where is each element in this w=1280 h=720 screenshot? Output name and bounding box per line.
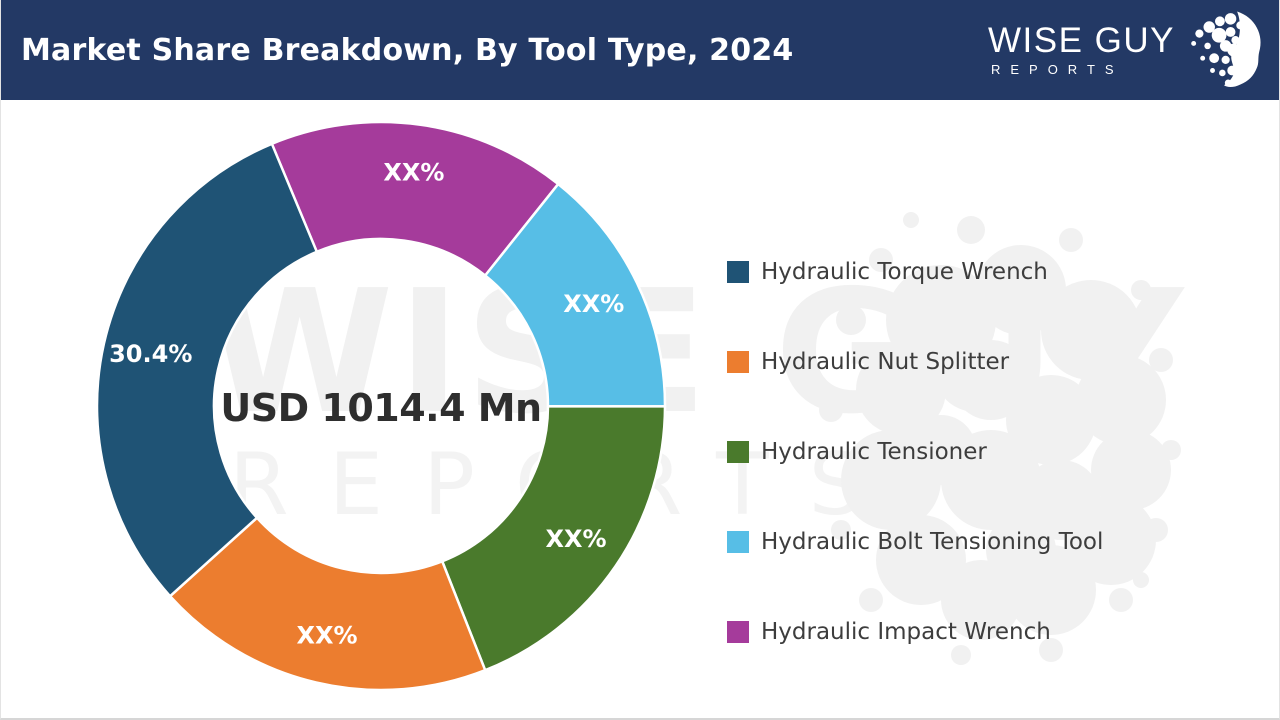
legend-label: Hydraulic Torque Wrench — [761, 259, 1048, 285]
logo-head-icon — [1191, 11, 1261, 88]
header-bar: Market Share Breakdown, By Tool Type, 20… — [1, 0, 1279, 100]
logo-reports-text: REPORTS — [990, 62, 1124, 77]
legend-swatch — [727, 621, 749, 643]
slice-value-label: XX% — [563, 290, 624, 318]
donut-slice — [483, 182, 667, 408]
slice-value-label: 30.4% — [109, 340, 192, 368]
page-title: Market Share Breakdown, By Tool Type, 20… — [21, 32, 794, 68]
legend-item: Hydraulic Bolt Tensioning Tool — [727, 527, 1103, 557]
legend-label: Hydraulic Tensioner — [761, 439, 987, 465]
donut-svg: XX% XX% XX% XX% 30.4% — [95, 120, 667, 692]
donut-slice — [441, 404, 667, 672]
donut-slice — [270, 120, 560, 277]
legend-label: Hydraulic Nut Splitter — [761, 349, 1010, 375]
legend-item: Hydraulic Impact Wrench — [727, 617, 1103, 647]
chart-center-value: USD 1014.4 Mn — [220, 386, 542, 430]
logo-text: WISE GUY REPORTS — [988, 23, 1175, 77]
logo-wiseguy-text: WISE GUY — [987, 21, 1175, 60]
legend-item: Hydraulic Torque Wrench — [727, 257, 1103, 287]
legend-swatch — [727, 261, 749, 283]
donut-slice — [168, 516, 487, 692]
legend-item: Hydraulic Tensioner — [727, 437, 1103, 467]
legend-label: Hydraulic Bolt Tensioning Tool — [761, 529, 1104, 555]
slice-value-label: XX% — [383, 158, 444, 186]
donut-slice — [95, 142, 319, 598]
wiseguy-logo: WISE GUY REPORTS — [988, 0, 1265, 100]
slice-value-label: XX% — [296, 622, 357, 650]
legend-swatch — [727, 531, 749, 553]
legend-swatch — [727, 441, 749, 463]
slice-value-label: XX% — [545, 525, 606, 553]
legend-item: Hydraulic Nut Splitter — [727, 347, 1103, 377]
legend-label: Hydraulic Impact Wrench — [761, 619, 1051, 645]
chart-legend: Hydraulic Torque Wrench Hydraulic Nut Spl… — [727, 257, 1103, 707]
legend-swatch — [727, 351, 749, 373]
donut-chart: XX% XX% XX% XX% 30.4% USD 1014.4 Mn — [81, 106, 681, 706]
